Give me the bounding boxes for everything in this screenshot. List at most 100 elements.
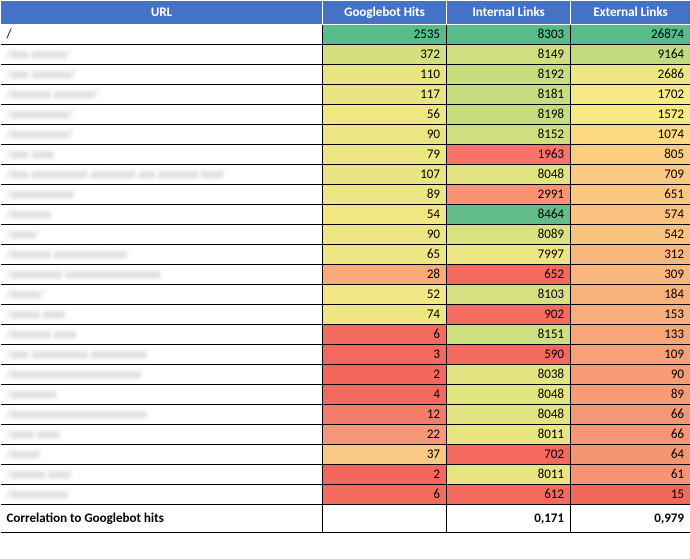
hits-cell: 107 — [323, 165, 447, 185]
external-cell: 90 — [571, 365, 690, 385]
internal-cell: 8151 — [447, 325, 571, 345]
external-cell: 2686 — [571, 65, 690, 85]
url-cell: /xxxxxxxxxxxxxxxxxxxxxxxx — [1, 405, 323, 425]
internal-cell: 8181 — [447, 85, 571, 105]
hits-cell: 12 — [323, 405, 447, 425]
internal-cell: 8149 — [447, 45, 571, 65]
external-cell: 89 — [571, 385, 690, 405]
table-row: /xxxxxxx xxxxxxx/11781811702 — [1, 85, 690, 105]
external-cell: 184 — [571, 285, 690, 305]
hits-cell: 372 — [323, 45, 447, 65]
url-cell: /xxxxxx xxxx — [1, 465, 323, 485]
internal-cell: 8089 — [447, 225, 571, 245]
internal-cell: 8192 — [447, 65, 571, 85]
url-cell: / — [1, 25, 323, 45]
external-cell: 805 — [571, 145, 690, 165]
url-cell: /xxxxxxx xxxxxxxxxxxxx — [1, 245, 323, 265]
table-row: /xxxxxxxx4804889 — [1, 385, 690, 405]
internal-cell: 1963 — [447, 145, 571, 165]
table-row: /xxxxxxx xxxxxxxxxxxxx657997312 — [1, 245, 690, 265]
url-cell: /xxxxxxxxxxxxxxxxxxxxxxx — [1, 365, 323, 385]
url-cell: /xxxxxxxxx xxxxxxxxxxxxxxxxx — [1, 265, 323, 285]
external-cell: 309 — [571, 265, 690, 285]
hits-cell: 4 — [323, 385, 447, 405]
table-row: /xxxxxxxxxx/5681981572 — [1, 105, 690, 125]
internal-cell: 652 — [447, 265, 571, 285]
correlation-row: Correlation to Googlebot hits 0,171 0,97… — [1, 505, 690, 533]
url-cell: /xxxxxxx xxxxxxx/ — [1, 85, 323, 105]
external-cell: 66 — [571, 405, 690, 425]
hits-cell: 54 — [323, 205, 447, 225]
hits-cell: 52 — [323, 285, 447, 305]
hits-cell: 79 — [323, 145, 447, 165]
url-cell: /xxxx/ — [1, 225, 323, 245]
url-cell: /xxx xxxx — [1, 145, 323, 165]
internal-cell: 8464 — [447, 205, 571, 225]
url-cell: /xxxxx — [1, 445, 323, 465]
correlation-external: 0,979 — [571, 505, 690, 533]
internal-cell: 8011 — [447, 425, 571, 445]
table-row: /xxxxxxxxxx/9081521074 — [1, 125, 690, 145]
internal-cell: 7997 — [447, 245, 571, 265]
table-row: /xxxxxxx548464574 — [1, 205, 690, 225]
hits-cell: 65 — [323, 245, 447, 265]
table-row: /xxxxxxxxxxx892991651 — [1, 185, 690, 205]
hits-cell: 2 — [323, 365, 447, 385]
internal-cell: 8038 — [447, 365, 571, 385]
internal-cell: 702 — [447, 445, 571, 465]
url-cell: /xxxxxxx — [1, 205, 323, 225]
external-cell: 9164 — [571, 45, 690, 65]
col-googlebot-hits: Googlebot Hits — [323, 1, 447, 25]
hits-cell: 110 — [323, 65, 447, 85]
internal-cell: 8048 — [447, 405, 571, 425]
internal-cell: 612 — [447, 485, 571, 505]
hits-cell: 37 — [323, 445, 447, 465]
table-row: /xxx xxxxxxx/11081922686 — [1, 65, 690, 85]
internal-cell: 8048 — [447, 385, 571, 405]
internal-cell: 8152 — [447, 125, 571, 145]
url-cell: /xxxxxxxxxx/ — [1, 105, 323, 125]
external-cell: 109 — [571, 345, 690, 365]
hits-cell: 22 — [323, 425, 447, 445]
internal-cell: 8011 — [447, 465, 571, 485]
table-row: /xxx xxxx791963805 — [1, 145, 690, 165]
url-cell: /xxxxxxxx — [1, 385, 323, 405]
table-row: /xxxxxxxxxxxxxxxxxxxxxxxx12804866 — [1, 405, 690, 425]
url-cell: /xxx xxxxxxx/ — [1, 65, 323, 85]
table-row: /xxxxxxxxxxxxxxxxxxxxxxx2803890 — [1, 365, 690, 385]
url-cell: /xxxx xxxx — [1, 425, 323, 445]
external-cell: 64 — [571, 445, 690, 465]
hits-cell: 28 — [323, 265, 447, 285]
col-external-links: External Links — [571, 1, 690, 25]
internal-cell: 2991 — [447, 185, 571, 205]
external-cell: 542 — [571, 225, 690, 245]
internal-cell: 590 — [447, 345, 571, 365]
internal-cell: 8303 — [447, 25, 571, 45]
hits-cell: 2535 — [323, 25, 447, 45]
external-cell: 574 — [571, 205, 690, 225]
url-cell: /xxxxxxxxxx/ — [1, 125, 323, 145]
col-url: URL — [1, 1, 323, 25]
external-cell: 1702 — [571, 85, 690, 105]
table-row: /xxxxxx xxxx2801161 — [1, 465, 690, 485]
hits-cell: 3 — [323, 345, 447, 365]
external-cell: 133 — [571, 325, 690, 345]
table-row: /xxxxx/528103184 — [1, 285, 690, 305]
hits-cell: 74 — [323, 305, 447, 325]
internal-cell: 902 — [447, 305, 571, 325]
internal-cell: 8198 — [447, 105, 571, 125]
table-row: /xxxxxxxxxx661215 — [1, 485, 690, 505]
correlation-internal: 0,171 — [447, 505, 571, 533]
table-row: /2535830326874 — [1, 25, 690, 45]
url-cell: /xxxxxxxxxxx — [1, 185, 323, 205]
header-row: URL Googlebot Hits Internal Links Extern… — [1, 1, 690, 25]
correlation-hits — [323, 505, 447, 533]
url-cell: /xxxxx/ — [1, 285, 323, 305]
url-cell: /xxxxxxxxxx — [1, 485, 323, 505]
table-row: /xxx xxxxxx/37281499164 — [1, 45, 690, 65]
hits-cell: 2 — [323, 465, 447, 485]
external-cell: 15 — [571, 485, 690, 505]
table-row: /xxx xxxxxxxxxx xxxxxxxx xxx xxxxxxx xxx… — [1, 165, 690, 185]
hits-cell: 89 — [323, 185, 447, 205]
external-cell: 26874 — [571, 25, 690, 45]
